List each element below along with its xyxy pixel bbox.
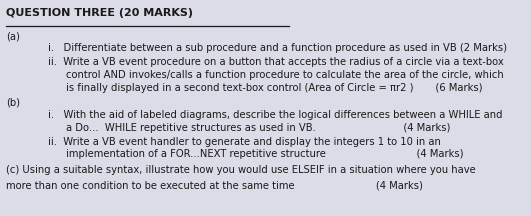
Text: control AND invokes/calls a function procedure to calculate the area of the circ: control AND invokes/calls a function pro… xyxy=(66,70,504,80)
Text: (c) Using a suitable syntax, illustrate how you would use ELSEIF in a situation : (c) Using a suitable syntax, illustrate … xyxy=(6,165,476,175)
Text: is finally displayed in a second text-box control (Area of Circle = πr2 )       : is finally displayed in a second text-bo… xyxy=(66,83,483,93)
Text: ii.  Write a VB event handler to generate and display the integers 1 to 10 in an: ii. Write a VB event handler to generate… xyxy=(48,137,441,146)
Text: ii.  Write a VB event procedure on a button that accepts the radius of a circle : ii. Write a VB event procedure on a butt… xyxy=(48,57,503,67)
Text: (a): (a) xyxy=(6,31,20,41)
Text: QUESTION THREE (20 MARKS): QUESTION THREE (20 MARKS) xyxy=(6,8,193,17)
Text: more than one condition to be executed at the same time                         : more than one condition to be executed a… xyxy=(6,180,423,190)
Text: (b): (b) xyxy=(6,98,20,108)
Text: i.   With the aid of labeled diagrams, describe the logical differences between : i. With the aid of labeled diagrams, des… xyxy=(48,110,502,120)
Text: a Do...  WHILE repetitive structures as used in VB.                            (: a Do... WHILE repetitive structures as u… xyxy=(66,123,451,133)
Text: implementation of a FOR...NEXT repetitive structure                             : implementation of a FOR...NEXT repetitiv… xyxy=(66,149,464,159)
Text: i.   Differentiate between a sub procedure and a function procedure as used in V: i. Differentiate between a sub procedure… xyxy=(48,43,507,53)
